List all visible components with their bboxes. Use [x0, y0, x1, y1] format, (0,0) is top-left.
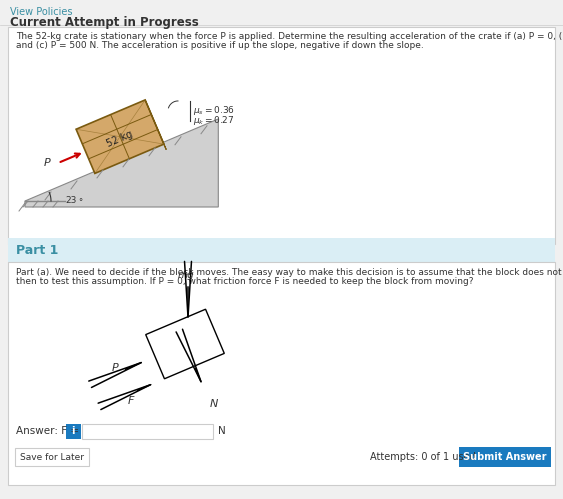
Polygon shape	[146, 309, 224, 379]
Text: °: °	[78, 198, 82, 207]
Polygon shape	[145, 100, 166, 150]
Polygon shape	[76, 100, 164, 174]
FancyBboxPatch shape	[8, 27, 555, 244]
Text: 52 kg: 52 kg	[105, 129, 135, 149]
Text: Answer: F =: Answer: F =	[16, 426, 79, 436]
Text: then to test this assumption. If P = 0, what friction force F is needed to keep : then to test this assumption. If P = 0, …	[16, 277, 473, 286]
Text: and (c) P = 500 N. The acceleration is positive if up the slope, negative if dow: and (c) P = 500 N. The acceleration is p…	[16, 41, 424, 50]
Text: P: P	[44, 158, 51, 168]
Text: Current Attempt in Progress: Current Attempt in Progress	[10, 16, 199, 29]
Text: F: F	[128, 396, 134, 406]
FancyBboxPatch shape	[8, 262, 555, 485]
FancyBboxPatch shape	[15, 448, 89, 466]
Text: N: N	[218, 426, 226, 436]
Text: 23: 23	[65, 196, 77, 205]
Text: Submit Answer: Submit Answer	[463, 452, 547, 462]
Text: mg: mg	[177, 270, 194, 280]
Text: The 52-kg crate is stationary when the force P is applied. Determine the resulti: The 52-kg crate is stationary when the f…	[16, 32, 563, 41]
Text: $\mu_s = 0.36$: $\mu_s = 0.36$	[193, 104, 235, 117]
Text: Part (a). We need to decide if the block moves. The easy way to make this decisi: Part (a). We need to decide if the block…	[16, 268, 563, 277]
Text: $\mu_k = 0.27$: $\mu_k = 0.27$	[193, 114, 235, 127]
Text: Part 1: Part 1	[16, 244, 59, 256]
Text: Save for Later: Save for Later	[20, 453, 84, 462]
Text: i: i	[72, 426, 75, 436]
FancyBboxPatch shape	[65, 424, 81, 439]
Polygon shape	[25, 119, 218, 207]
FancyBboxPatch shape	[459, 447, 551, 467]
FancyBboxPatch shape	[82, 424, 212, 439]
Text: P: P	[111, 363, 118, 373]
Text: Attempts: 0 of 1 used: Attempts: 0 of 1 used	[370, 452, 476, 462]
FancyBboxPatch shape	[8, 238, 555, 262]
Text: N: N	[210, 399, 218, 409]
Text: View Policies: View Policies	[10, 7, 73, 17]
